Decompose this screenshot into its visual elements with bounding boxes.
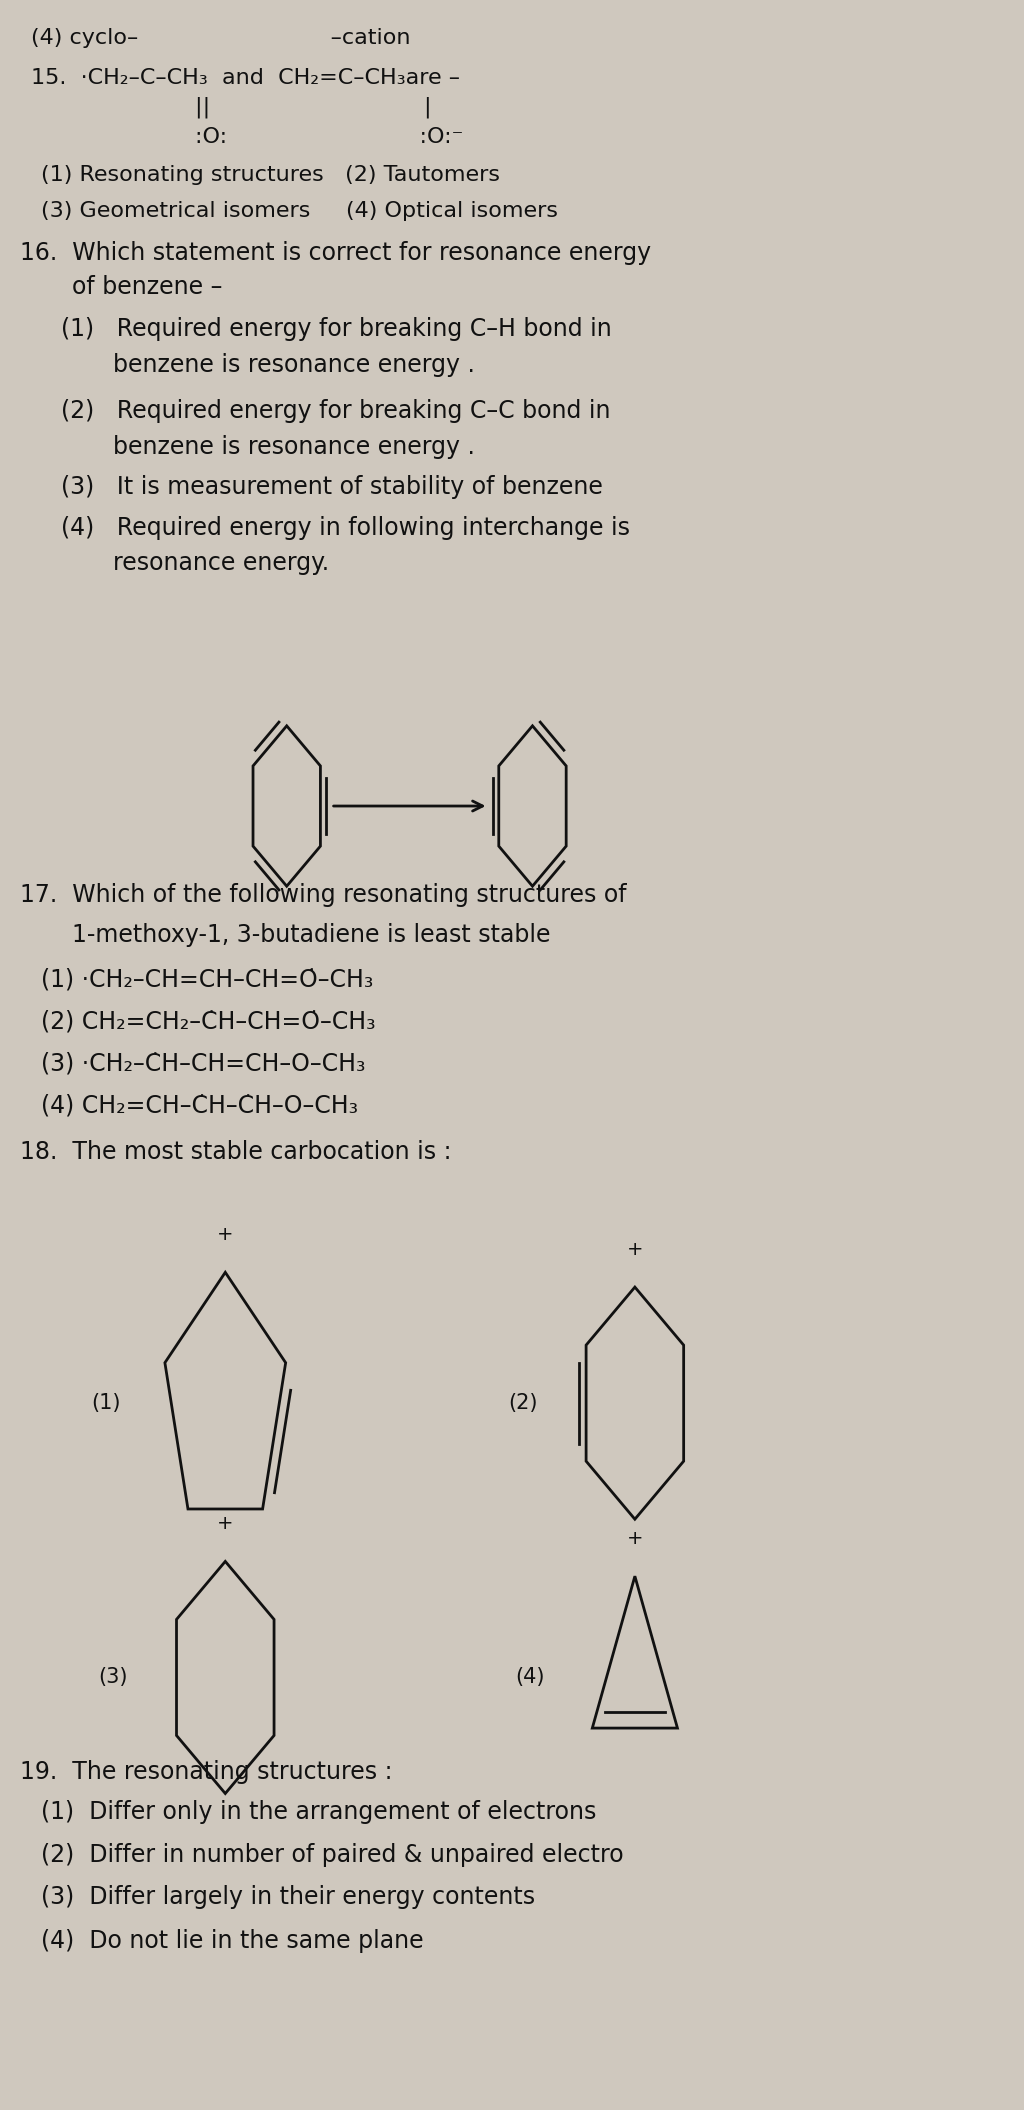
Text: :O:                           :O:⁻: :O: :O:⁻ xyxy=(195,127,463,148)
Text: 17.  Which of the following resonating structures of: 17. Which of the following resonating st… xyxy=(20,882,627,907)
Text: (4)  Do not lie in the same plane: (4) Do not lie in the same plane xyxy=(41,1929,424,1954)
Text: (2): (2) xyxy=(508,1393,538,1414)
Text: (4): (4) xyxy=(515,1667,545,1688)
Text: (1)   Required energy for breaking C–H bond in: (1) Required energy for breaking C–H bon… xyxy=(61,316,612,342)
Text: (3)  Differ largely in their energy contents: (3) Differ largely in their energy conte… xyxy=(41,1884,536,1910)
Text: (3): (3) xyxy=(98,1667,128,1688)
Text: (1) Resonating structures   (2) Tautomers: (1) Resonating structures (2) Tautomers xyxy=(41,165,500,186)
Text: 16.  Which statement is correct for resonance energy: 16. Which statement is correct for reson… xyxy=(20,241,651,266)
Text: 18.  The most stable carbocation is :: 18. The most stable carbocation is : xyxy=(20,1139,452,1165)
Text: 15.  ·CH₂–C–CH₃  and  CH₂=C–CH₃are –: 15. ·CH₂–C–CH₃ and CH₂=C–CH₃are – xyxy=(31,68,460,89)
Text: of benzene –: of benzene – xyxy=(72,274,222,300)
Text: (3)   It is measurement of stability of benzene: (3) It is measurement of stability of be… xyxy=(61,475,603,500)
Text: (4) CH₂=CH–ĊH–ĊH–O–CH₃: (4) CH₂=CH–ĊH–ĊH–O–CH₃ xyxy=(41,1093,358,1118)
Text: (3) Geometrical isomers     (4) Optical isomers: (3) Geometrical isomers (4) Optical isom… xyxy=(41,200,558,222)
Text: (4) cyclo–                           –cation: (4) cyclo– –cation xyxy=(31,27,411,49)
Text: benzene is resonance energy .: benzene is resonance energy . xyxy=(113,435,474,460)
Text: (3) ·CH₂–ĊH–CH=CH–O–CH₃: (3) ·CH₂–ĊH–CH=CH–O–CH₃ xyxy=(41,1051,366,1076)
Text: (2)   Required energy for breaking C–C bond in: (2) Required energy for breaking C–C bon… xyxy=(61,399,611,424)
Text: (1)  Differ only in the arrangement of electrons: (1) Differ only in the arrangement of el… xyxy=(41,1800,596,1825)
Text: benzene is resonance energy .: benzene is resonance energy . xyxy=(113,352,474,378)
Text: 19.  The resonating structures :: 19. The resonating structures : xyxy=(20,1760,393,1785)
Text: +: + xyxy=(217,1513,233,1534)
Text: resonance energy.: resonance energy. xyxy=(113,551,329,576)
Text: (4)   Required energy in following interchange is: (4) Required energy in following interch… xyxy=(61,515,631,540)
Text: +: + xyxy=(627,1239,643,1260)
Text: (1) ·CH₂–CH=CH–CH=Ȯ–CH₃: (1) ·CH₂–CH=CH–CH=Ȯ–CH₃ xyxy=(41,966,374,992)
Text: 1-methoxy-1, 3-butadiene is least stable: 1-methoxy-1, 3-butadiene is least stable xyxy=(72,922,550,947)
Text: (1): (1) xyxy=(91,1393,121,1414)
Text: (2)  Differ in number of paired & unpaired electro: (2) Differ in number of paired & unpaire… xyxy=(41,1842,624,1867)
Text: ||                              |: || | xyxy=(195,97,431,118)
Text: +: + xyxy=(217,1224,233,1245)
Text: +: + xyxy=(627,1528,643,1549)
Text: (2) CH₂=CH₂–ĊH–CH=Ȯ–CH₃: (2) CH₂=CH₂–ĊH–CH=Ȯ–CH₃ xyxy=(41,1009,376,1034)
